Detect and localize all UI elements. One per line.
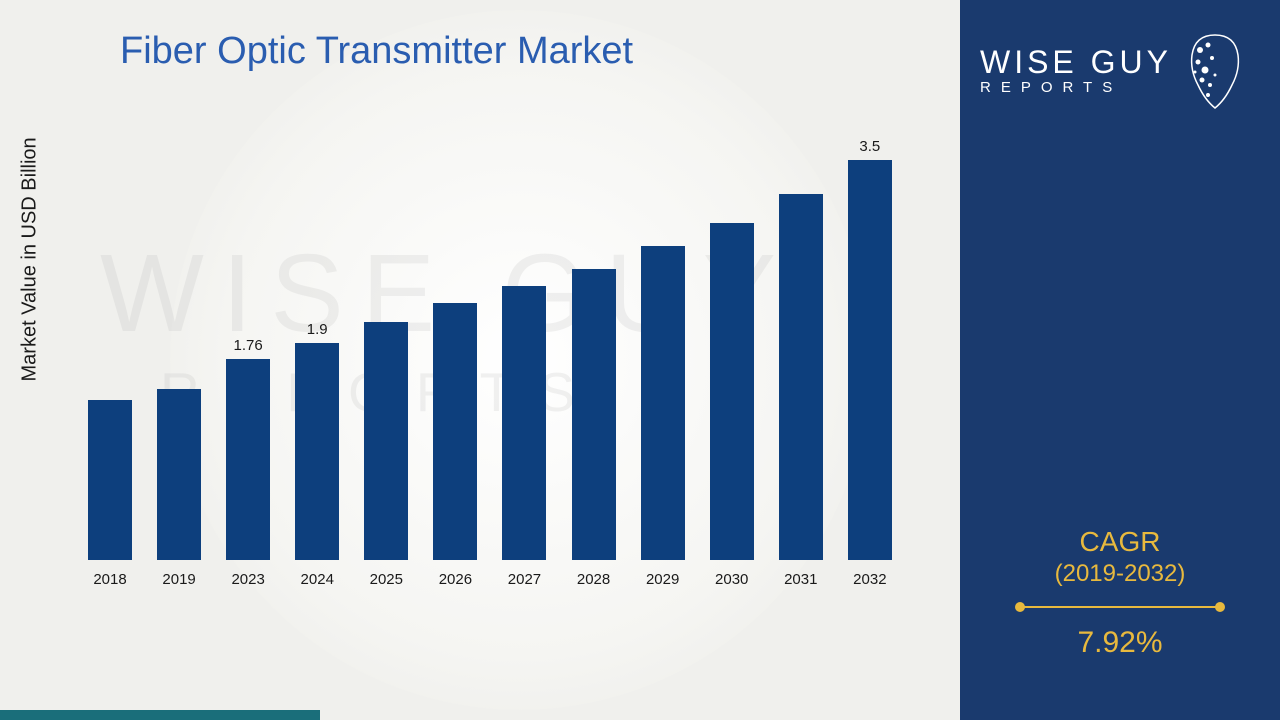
bottom-accent-bar <box>0 710 320 720</box>
bar-group: 3.52032 <box>840 160 900 560</box>
logo-text: WISE GUY REPORTS <box>980 46 1172 95</box>
y-axis-label: Market Value in USD Billion <box>19 137 42 381</box>
bar-value-label: 3.5 <box>859 138 880 155</box>
bar <box>572 269 616 560</box>
x-axis-label: 2026 <box>439 571 472 588</box>
bar-group: 2030 <box>702 223 762 560</box>
logo-head-icon <box>1180 30 1250 110</box>
bar-group: 2028 <box>564 269 624 560</box>
x-axis-label: 2029 <box>646 571 679 588</box>
cagr-value: 7.92% <box>1000 626 1240 660</box>
bar-group: 2029 <box>633 246 693 560</box>
x-axis-label: 2027 <box>508 571 541 588</box>
bar-chart: 201820191.7620231.9202420252026202720282… <box>80 160 900 600</box>
bar <box>433 303 477 560</box>
bar <box>641 246 685 560</box>
bar-group: 2019 <box>149 389 209 560</box>
bar <box>710 223 754 560</box>
x-axis-label: 2031 <box>784 571 817 588</box>
logo-line1: WISE GUY <box>980 44 1172 80</box>
bar <box>295 343 339 560</box>
logo-line2: REPORTS <box>980 80 1172 95</box>
x-axis-label: 2032 <box>853 571 886 588</box>
cagr-years: (2019-2032) <box>1000 560 1240 588</box>
x-axis-label: 2028 <box>577 571 610 588</box>
x-axis-label: 2030 <box>715 571 748 588</box>
chart-title: Fiber Optic Transmitter Market <box>120 30 633 73</box>
bar <box>88 400 132 560</box>
bar-group: 2026 <box>425 303 485 560</box>
cagr-title: CAGR <box>1000 526 1240 558</box>
bar-group: 1.762023 <box>218 359 278 560</box>
x-axis-label: 2023 <box>231 571 264 588</box>
main-area: WISE GUY REPORTS Fiber Optic Transmitter… <box>0 0 960 720</box>
x-axis-label: 2019 <box>162 571 195 588</box>
bar-group: 2018 <box>80 400 140 560</box>
cagr-divider <box>1020 606 1220 608</box>
bar-value-label: 1.9 <box>307 321 328 338</box>
bar <box>779 194 823 560</box>
bar-group: 1.92024 <box>287 343 347 560</box>
bar-value-label: 1.76 <box>234 337 263 354</box>
x-axis-label: 2025 <box>370 571 403 588</box>
x-axis-label: 2018 <box>93 571 126 588</box>
bar <box>157 389 201 560</box>
bar-group: 2025 <box>356 322 416 560</box>
bar-group: 2031 <box>771 194 831 560</box>
right-panel: WISE GUY REPORTS CAGR (2019-2032) 7.92% <box>960 0 1280 720</box>
x-axis-label: 2024 <box>301 571 334 588</box>
bar <box>502 286 546 560</box>
bar <box>364 322 408 560</box>
bar <box>226 359 270 560</box>
bar <box>848 160 892 560</box>
logo: WISE GUY REPORTS <box>980 30 1250 110</box>
bar-group: 2027 <box>494 286 554 560</box>
cagr-block: CAGR (2019-2032) 7.92% <box>1000 526 1240 660</box>
